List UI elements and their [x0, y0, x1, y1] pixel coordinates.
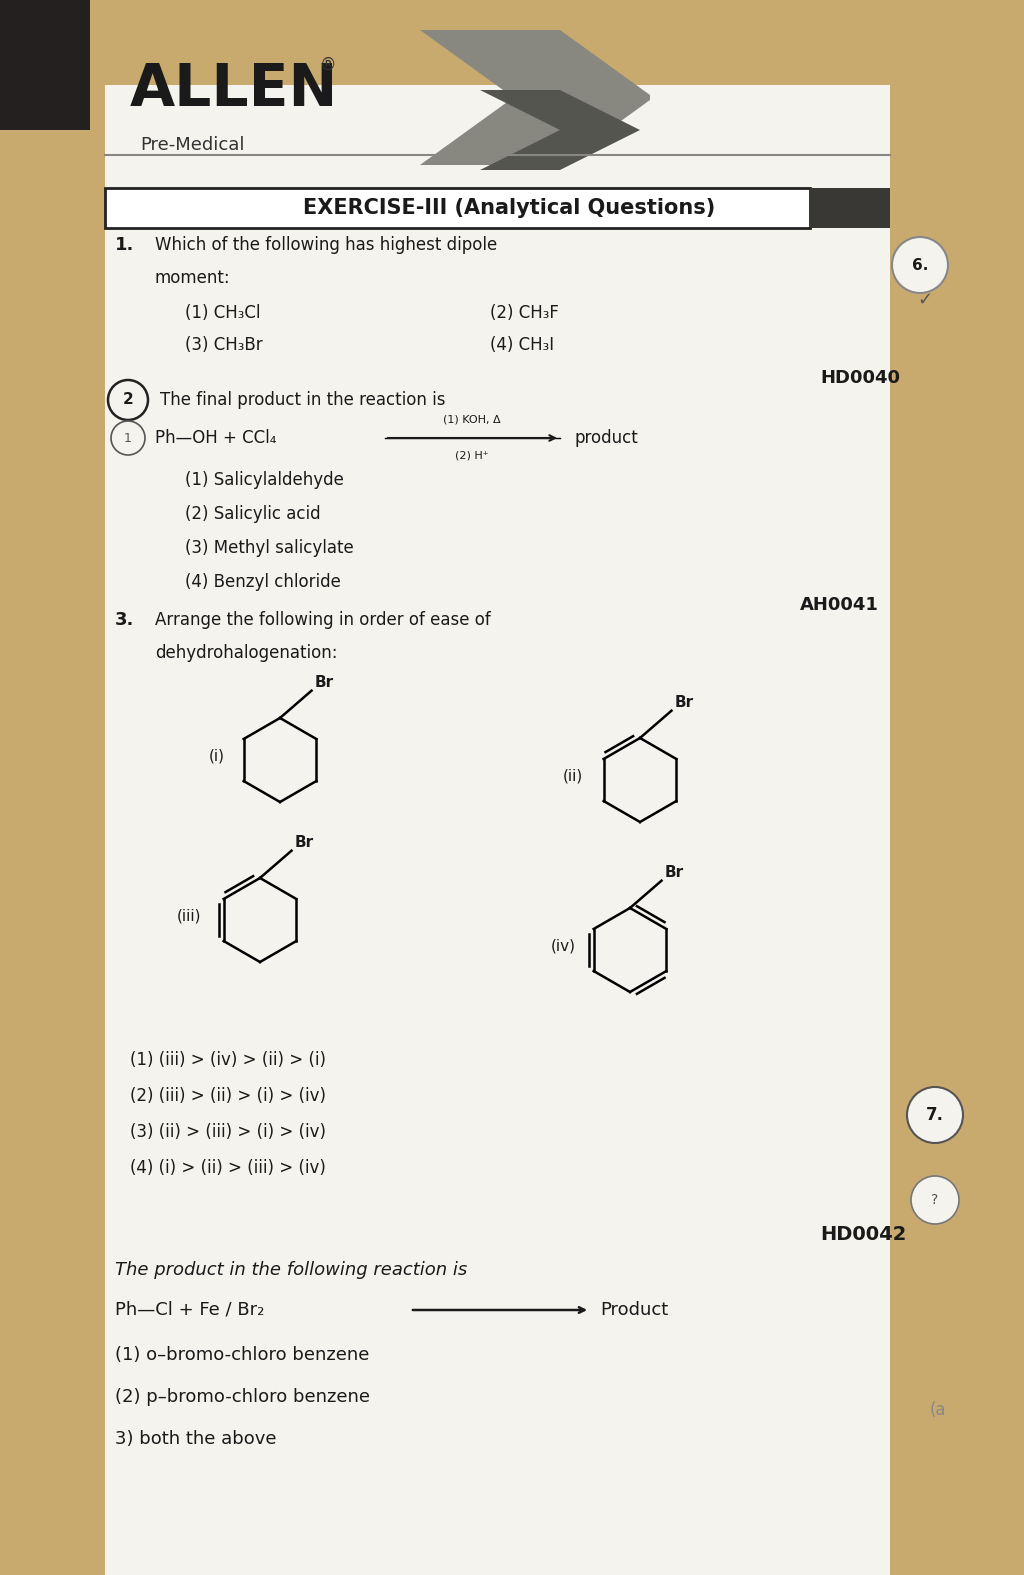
Text: 2: 2	[123, 392, 133, 408]
Text: (4) CH₃I: (4) CH₃I	[490, 335, 554, 354]
Text: Br: Br	[314, 674, 334, 690]
Text: ✓: ✓	[918, 291, 933, 309]
Text: 3) both the above: 3) both the above	[115, 1430, 276, 1447]
Text: HD0042: HD0042	[820, 1225, 906, 1244]
Text: HD0040: HD0040	[820, 369, 900, 387]
Text: (2) H⁺: (2) H⁺	[456, 450, 488, 461]
Text: dehydrohalogenation:: dehydrohalogenation:	[155, 644, 338, 662]
Polygon shape	[420, 30, 650, 165]
Text: (1) Salicylaldehyde: (1) Salicylaldehyde	[185, 471, 344, 488]
Text: ALLEN: ALLEN	[130, 61, 338, 118]
Circle shape	[108, 380, 148, 421]
Circle shape	[892, 236, 948, 293]
Text: product: product	[575, 428, 639, 447]
Text: Br: Br	[665, 865, 684, 880]
Text: Ph—Cl + Fe / Br₂: Ph—Cl + Fe / Br₂	[115, 1301, 264, 1318]
Text: (1) KOH, Δ: (1) KOH, Δ	[443, 414, 501, 425]
Text: (2) CH₃F: (2) CH₃F	[490, 304, 559, 321]
Text: (2) Salicylic acid: (2) Salicylic acid	[185, 506, 321, 523]
Text: Br: Br	[675, 695, 694, 710]
Text: (3) (ii) > (iii) > (i) > (iv): (3) (ii) > (iii) > (i) > (iv)	[130, 1123, 326, 1140]
Polygon shape	[480, 90, 640, 170]
Text: The final product in the reaction is: The final product in the reaction is	[160, 391, 445, 410]
Text: Pre-Medical: Pre-Medical	[140, 135, 245, 154]
Circle shape	[911, 1177, 959, 1224]
Text: Br: Br	[295, 835, 314, 850]
Text: (1) CH₃Cl: (1) CH₃Cl	[185, 304, 260, 321]
Text: (i): (i)	[209, 748, 225, 764]
Text: Which of the following has highest dipole: Which of the following has highest dipol…	[155, 236, 498, 254]
Bar	[105, 187, 810, 228]
Text: 6.: 6.	[911, 257, 928, 272]
Text: (iv): (iv)	[550, 939, 575, 953]
Bar	[105, 85, 890, 1575]
Text: Ph—OH + CCl₄: Ph—OH + CCl₄	[155, 428, 276, 447]
Text: The product in the following reaction is: The product in the following reaction is	[115, 1262, 467, 1279]
Text: (2) (iii) > (ii) > (i) > (iv): (2) (iii) > (ii) > (i) > (iv)	[130, 1087, 326, 1106]
Text: (1) o–bromo-chloro benzene: (1) o–bromo-chloro benzene	[115, 1347, 370, 1364]
Text: ?: ?	[932, 1192, 939, 1206]
Text: (3) Methyl salicylate: (3) Methyl salicylate	[185, 539, 353, 558]
Text: 7.: 7.	[926, 1106, 944, 1125]
Bar	[810, 187, 890, 228]
Text: Product: Product	[600, 1301, 669, 1318]
Text: (iii): (iii)	[176, 909, 201, 923]
Text: (2) p–bromo-chloro benzene: (2) p–bromo-chloro benzene	[115, 1388, 370, 1406]
Text: (4) (i) > (ii) > (iii) > (iv): (4) (i) > (ii) > (iii) > (iv)	[130, 1159, 326, 1177]
Text: 1.: 1.	[115, 236, 134, 254]
Text: (4) Benzyl chloride: (4) Benzyl chloride	[185, 573, 341, 591]
Text: (3) CH₃Br: (3) CH₃Br	[185, 335, 262, 354]
Text: EXERCISE-III (Analytical Questions): EXERCISE-III (Analytical Questions)	[303, 198, 715, 217]
Circle shape	[907, 1087, 963, 1143]
Text: AH0041: AH0041	[800, 595, 879, 614]
Text: (ii): (ii)	[562, 769, 583, 783]
Text: Arrange the following in order of ease of: Arrange the following in order of ease o…	[155, 611, 490, 628]
Circle shape	[111, 421, 145, 455]
Text: ®: ®	[319, 57, 337, 74]
Text: (a: (a	[930, 1402, 946, 1419]
Text: 3.: 3.	[115, 611, 134, 628]
Text: moment:: moment:	[155, 269, 230, 287]
Polygon shape	[0, 0, 90, 131]
Text: 1: 1	[124, 432, 132, 444]
Text: (1) (iii) > (iv) > (ii) > (i): (1) (iii) > (iv) > (ii) > (i)	[130, 1051, 326, 1069]
